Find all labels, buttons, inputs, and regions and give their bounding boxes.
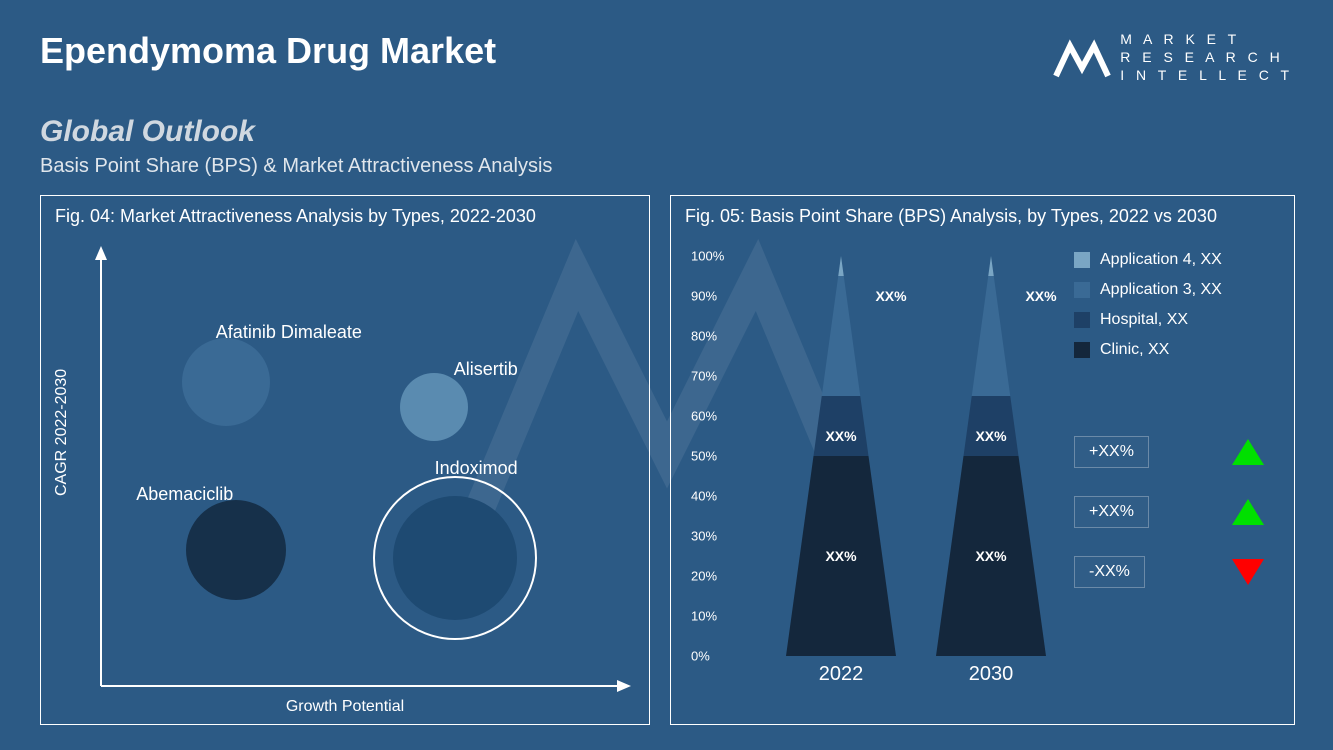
bubble	[393, 496, 517, 620]
bubble	[186, 500, 286, 600]
fig05-ytick: 90%	[691, 289, 717, 304]
section-heading: Global Outlook	[40, 115, 255, 149]
logo-icon	[1052, 32, 1112, 82]
legend-swatch	[1074, 342, 1090, 358]
legend-label: Application 3, XX	[1100, 281, 1222, 299]
cone-value-label: XX%	[975, 548, 1006, 564]
fig04-panel: Fig. 04: Market Attractiveness Analysis …	[40, 195, 650, 725]
legend-item: Application 3, XX	[1074, 281, 1264, 299]
fig05-ytick: 0%	[691, 649, 710, 664]
legend-label: Hospital, XX	[1100, 311, 1188, 329]
cone-segment	[972, 276, 1011, 396]
fig05-ytick: 30%	[691, 529, 717, 544]
fig05-ytick: 100%	[691, 249, 724, 264]
legend-label: Clinic, XX	[1100, 341, 1169, 359]
change-row: -XX%	[1074, 556, 1264, 588]
fig05-ytick: 10%	[691, 609, 717, 624]
bubble-label: Abemaciclib	[136, 484, 233, 505]
bubble-label: Indoximod	[435, 458, 518, 479]
logo-line1: M A R K E T	[1120, 30, 1293, 48]
fig05-panel: Fig. 05: Basis Point Share (BPS) Analysi…	[670, 195, 1295, 725]
fig05-ytick: 60%	[691, 409, 717, 424]
cone-segment	[822, 276, 861, 396]
bubble-label: Afatinib Dimaleate	[216, 322, 362, 343]
legend-swatch	[1074, 282, 1090, 298]
fig05-legend: Application 4, XX Application 3, XX Hospit…	[1074, 251, 1264, 371]
bubble-label: Alisertib	[454, 359, 518, 380]
cone-value-label: XX%	[875, 288, 906, 304]
legend-item: Clinic, XX	[1074, 341, 1264, 359]
cone-segment	[988, 256, 994, 276]
legend-item: Hospital, XX	[1074, 311, 1264, 329]
bubble	[400, 373, 468, 441]
logo-line2: R E S E A R C H	[1120, 48, 1293, 66]
section-subtitle: Basis Point Share (BPS) & Market Attract…	[40, 155, 552, 178]
change-value: +XX%	[1074, 436, 1149, 468]
bubble	[182, 338, 270, 426]
cone-segment	[838, 256, 844, 276]
fig05-category: 2030	[969, 663, 1014, 686]
fig04-title: Fig. 04: Market Attractiveness Analysis …	[41, 196, 649, 237]
fig05-cones	[691, 246, 1091, 686]
fig05-ytick: 20%	[691, 569, 717, 584]
logo-line3: I N T E L L E C T	[1120, 66, 1293, 84]
fig05-changes: +XX% +XX% -XX%	[1074, 436, 1264, 616]
cone-segment	[814, 396, 869, 456]
legend-item: Application 4, XX	[1074, 251, 1264, 269]
page-title: Ependymoma Drug Market	[40, 30, 496, 72]
cone-value-label: XX%	[975, 428, 1006, 444]
fig04-y-axis-label: CAGR 2022-2030	[53, 369, 71, 496]
fig05-ytick: 70%	[691, 369, 717, 384]
change-value: +XX%	[1074, 496, 1149, 528]
fig05-ytick: 50%	[691, 449, 717, 464]
brand-logo: M A R K E T R E S E A R C H I N T E L L …	[1052, 30, 1293, 85]
cone-value-label: XX%	[1025, 288, 1056, 304]
fig05-ytick: 40%	[691, 489, 717, 504]
cone-segment	[964, 396, 1019, 456]
fig04-bubbles: Afatinib Dimaleate Alisertib Abemaciclib In…	[91, 246, 631, 706]
arrow-up-icon	[1232, 499, 1264, 525]
fig05-ytick: 80%	[691, 329, 717, 344]
change-row: +XX%	[1074, 436, 1264, 468]
arrow-down-icon	[1232, 559, 1264, 585]
legend-label: Application 4, XX	[1100, 251, 1222, 269]
legend-swatch	[1074, 252, 1090, 268]
arrow-up-icon	[1232, 439, 1264, 465]
legend-swatch	[1074, 312, 1090, 328]
fig05-plot: 0% 10% 20% 30% 40% 50% 60% 70% 80% 90% 100% XX% XX% X…	[691, 246, 1091, 686]
change-value: -XX%	[1074, 556, 1145, 588]
cone-value-label: XX%	[825, 548, 856, 564]
cone-value-label: XX%	[825, 428, 856, 444]
fig05-category: 2022	[819, 663, 864, 686]
change-row: +XX%	[1074, 496, 1264, 528]
fig05-title: Fig. 05: Basis Point Share (BPS) Analysi…	[671, 196, 1294, 237]
